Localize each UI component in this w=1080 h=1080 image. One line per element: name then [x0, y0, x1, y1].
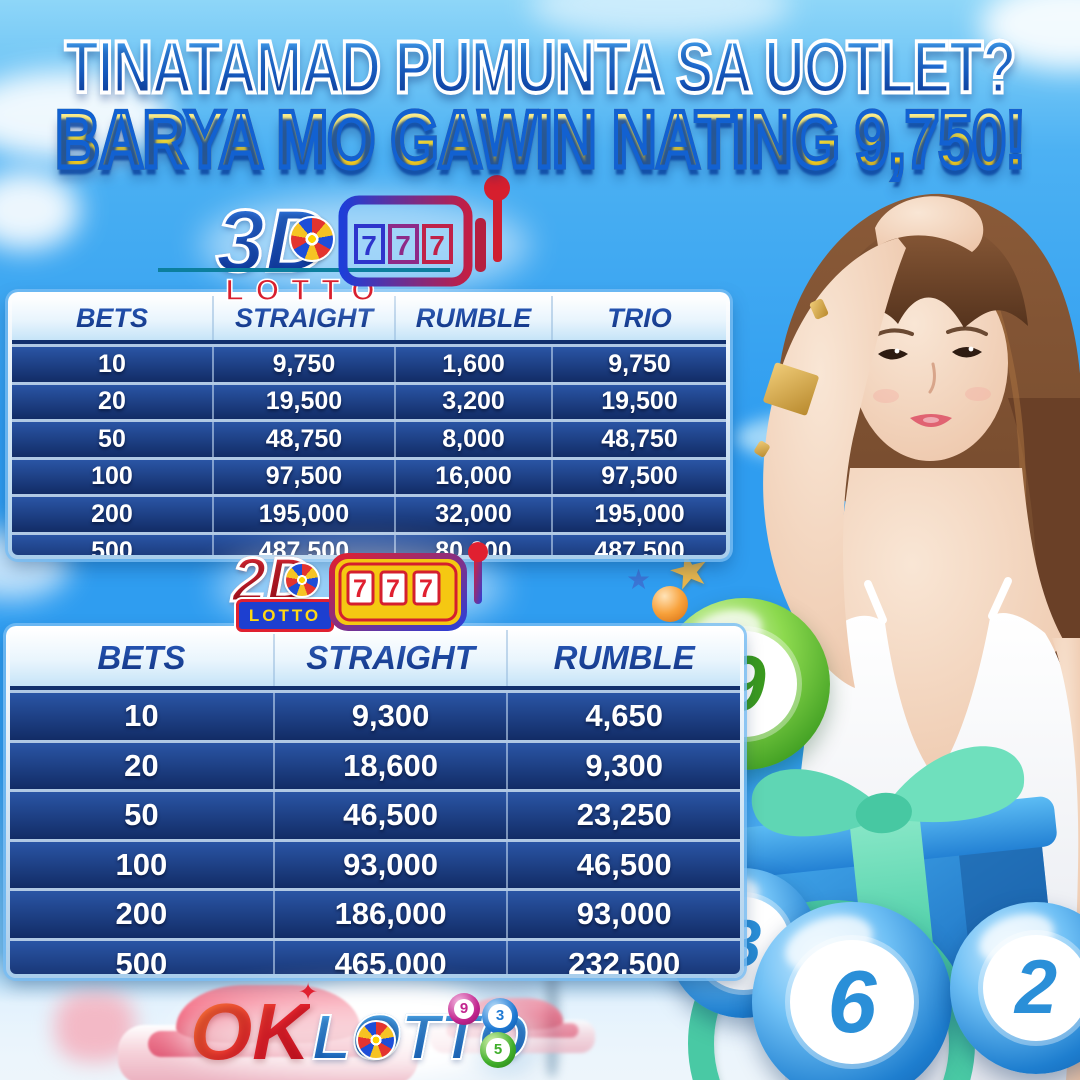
table-cell: 465,000: [272, 940, 507, 974]
table-row: 20 18,600 9,300: [10, 739, 740, 789]
table-row: 500 465,000 232,500: [10, 937, 740, 974]
svg-text:7: 7: [429, 230, 445, 261]
cloud: [0, 70, 170, 160]
table-cell: 10: [124, 698, 159, 734]
table-cell: 19,500: [551, 384, 726, 419]
table-cell: 48,750: [211, 422, 394, 457]
table-cell: 195,000: [551, 497, 726, 532]
slot-machine-3d-icon: 7 7 7: [338, 175, 510, 287]
mini-ball-9: 9: [448, 993, 480, 1025]
table-row: 200 195,000 32,000 195,000: [12, 494, 726, 532]
headline-line1: TINATAMAD PUMUNTA SA UOTLET?: [0, 23, 1080, 110]
lotto-ball-2: 2: [950, 902, 1080, 1074]
table-row: 10 9,750 1,600 9,750: [12, 344, 726, 382]
pcso-pinwheel-icon: [284, 562, 320, 598]
column-header: RUMBLE: [393, 296, 551, 340]
table-row: 20 19,500 3,200 19,500: [12, 381, 726, 419]
table-row: 200 186,000 93,000: [10, 888, 740, 938]
svg-text:7: 7: [353, 575, 367, 603]
table-cell: 8,000: [393, 422, 551, 457]
table-cell: 46,500: [272, 792, 507, 839]
logo-3d-underline: [158, 268, 450, 272]
table-cell: 23,250: [506, 792, 740, 839]
table-cell: 100: [115, 846, 168, 882]
column-header: BETS: [10, 630, 273, 686]
table-cell: 3,200: [393, 384, 551, 419]
table-cell: 500: [115, 945, 168, 974]
table-2d-lotto: BETS STRAIGHT RUMBLE 10 9,300 4,650 20 18,600 9,…: [6, 626, 744, 978]
table-cell: 48,750: [551, 422, 726, 457]
table-row: 100 93,000 46,500: [10, 838, 740, 888]
table-row: 50 46,500 23,250: [10, 789, 740, 839]
sparkle-icon: ✦: [298, 979, 319, 1006]
table-cell: 487,500: [551, 534, 726, 555]
table-cell: 19,500: [211, 384, 394, 419]
table-cell: 1,600: [393, 347, 551, 382]
lotto-ball-6: 6: [752, 902, 952, 1080]
table-cell: 232,500: [506, 940, 740, 974]
ball-number: 2: [982, 934, 1080, 1042]
column-header: BETS: [12, 296, 212, 340]
svg-text:7: 7: [386, 575, 400, 603]
column-header: STRAIGHT: [211, 296, 394, 340]
table-cell: 10: [98, 349, 126, 378]
table-cell: 46,500: [506, 841, 740, 888]
slot-machine-2d-icon: 7 7 7: [329, 542, 488, 631]
table-cell: 93,000: [506, 891, 740, 938]
table-cell: 500: [91, 537, 133, 555]
table-3d-lotto: BETS STRAIGHT RUMBLE TRIO 10 9,750 1,600 9,750 2…: [8, 292, 730, 559]
table-cell: 100: [91, 462, 133, 491]
table-cell: 186,000: [272, 891, 507, 938]
table-cell: 9,750: [211, 347, 394, 382]
table-cell: 18,600: [272, 742, 507, 789]
table-cell: 4,650: [506, 693, 740, 740]
table-header-row: BETS STRAIGHT RUMBLE: [10, 630, 740, 690]
pcso-pinwheel-icon: [289, 216, 335, 262]
table-cell: 20: [124, 747, 159, 783]
table-cell: 9,300: [506, 742, 740, 789]
table-cell: 97,500: [551, 459, 726, 494]
table-cell: 97,500: [211, 459, 394, 494]
pcso-pinwheel-icon: [356, 1020, 396, 1060]
column-header: RUMBLE: [506, 630, 740, 686]
table-row: 10 9,300 4,650: [10, 690, 740, 740]
svg-text:7: 7: [361, 230, 377, 261]
table-header-row: BETS STRAIGHT RUMBLE TRIO: [12, 296, 726, 344]
oklotto-ok-text: OK: [190, 987, 310, 1076]
column-header: STRAIGHT: [272, 630, 507, 686]
table-cell: 93,000: [272, 841, 507, 888]
table-cell: 16,000: [393, 459, 551, 494]
blue-star-icon: ★: [626, 564, 652, 595]
table-row: 50 48,750 8,000 48,750: [12, 419, 726, 457]
table-row: 100 97,500 16,000 97,500: [12, 456, 726, 494]
table-cell: 9,750: [551, 347, 726, 382]
table-cell: 195,000: [211, 497, 394, 532]
headline-line2: BARYA MO GAWIN NATING 9,750!: [0, 93, 1080, 188]
logo-2d-lotto-badge: LOTTO: [236, 599, 334, 632]
mini-ball-3: 3: [482, 998, 518, 1034]
table-cell: 9,300: [272, 693, 507, 740]
column-header: TRIO: [551, 296, 726, 340]
mini-ball-5: 5: [480, 1032, 516, 1068]
table-cell: 50: [124, 797, 159, 833]
table-cell: 200: [115, 896, 168, 932]
table-cell: 200: [91, 499, 133, 528]
svg-text:7: 7: [395, 230, 411, 261]
table-cell: 32,000: [393, 497, 551, 532]
table-cell: 50: [98, 424, 126, 453]
gold-ball: [652, 586, 688, 622]
svg-text:7: 7: [419, 575, 433, 603]
table-cell: 20: [98, 387, 126, 416]
ball-number: 6: [790, 940, 914, 1064]
